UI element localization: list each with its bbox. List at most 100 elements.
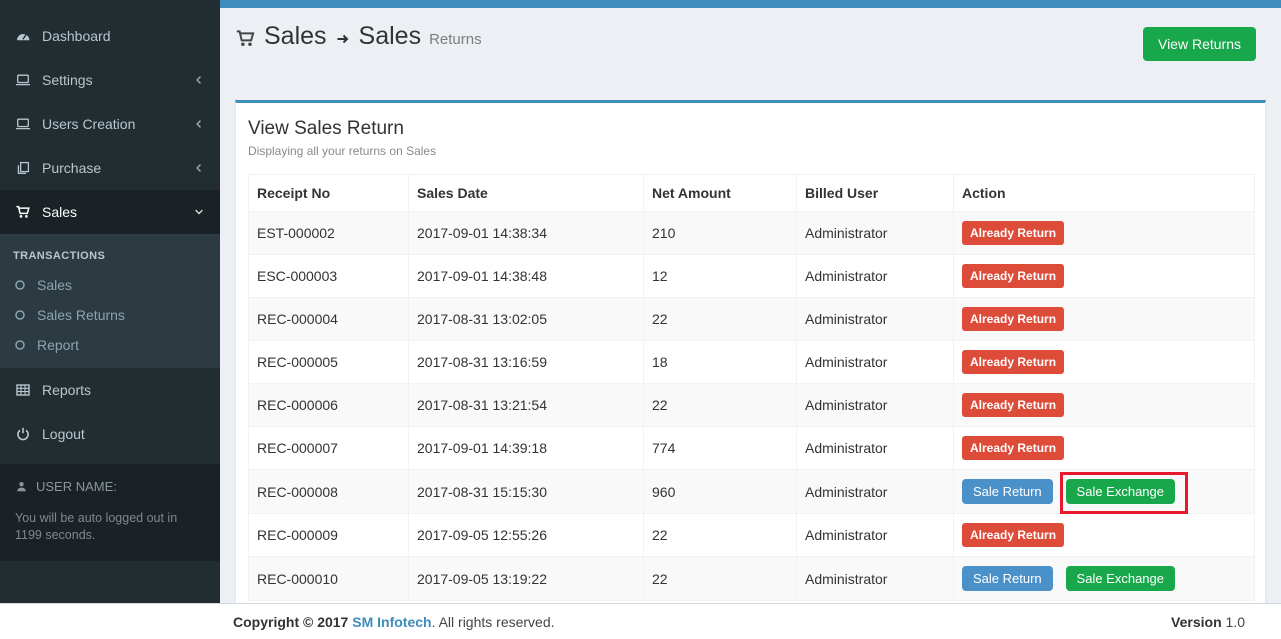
sidebar-item-logout[interactable]: Logout — [0, 412, 220, 456]
already-return-badge: Already Return — [962, 436, 1065, 460]
user-panel: USER NAME: You will be auto logged out i… — [0, 464, 220, 561]
sidebar: Dashboard Settings Users Creation — [0, 0, 220, 603]
submenu-item-sales[interactable]: Sales — [0, 270, 220, 300]
already-return-badge: Already Return — [962, 221, 1065, 245]
amount-cell: 210 — [643, 211, 797, 255]
user-cell: Administrator — [796, 254, 954, 298]
sidebar-item-label: Reports — [42, 382, 92, 398]
sidebar-item-sales[interactable]: Sales — [0, 190, 220, 234]
date-cell: 2017-09-01 14:38:34 — [408, 211, 644, 255]
sidebar-item-settings[interactable]: Settings — [0, 58, 220, 102]
circle-o-icon — [13, 278, 27, 292]
arrow-right-icon — [335, 31, 351, 47]
already-return-badge: Already Return — [962, 523, 1065, 547]
content-header: Sales Sales Returns View Returns — [220, 8, 1281, 92]
table-row: REC-000007 2017-09-01 14:39:18 774 Admin… — [248, 426, 1255, 470]
date-cell: 2017-08-31 13:16:59 — [408, 340, 644, 384]
auto-logout-note: You will be auto logged out in 1199 seco… — [15, 511, 178, 542]
breadcrumb-primary: Sales — [264, 22, 327, 50]
receipt-cell: REC-000009 — [248, 513, 409, 557]
panel-subtitle: Displaying all your returns on Sales — [248, 144, 437, 158]
sidebar-item-label: Sales — [42, 204, 78, 220]
sidebar-item-label: Settings — [42, 72, 93, 88]
table-row: REC-000006 2017-08-31 13:21:54 22 Admini… — [248, 383, 1255, 427]
amount-cell: 960 — [643, 469, 797, 514]
copy-icon — [15, 160, 31, 176]
circle-o-icon — [13, 308, 27, 322]
table-header-row: Receipt No Sales Date Net Amount Billed … — [248, 174, 1255, 212]
sales-submenu: TRANSACTIONS Sales Sales Returns Report — [0, 234, 220, 368]
action-cell: Sale Return Sale Exchange — [953, 469, 1255, 514]
breadcrumb-secondary: Sales — [358, 22, 422, 50]
user-cell: Administrator — [796, 211, 954, 255]
submenu-header: TRANSACTIONS — [13, 250, 106, 262]
date-cell: 2017-09-01 14:39:18 — [408, 426, 644, 470]
date-cell: 2017-09-05 13:19:22 — [408, 556, 644, 601]
chevron-left-icon — [193, 118, 205, 130]
user-icon — [15, 480, 28, 493]
copyright-text: Copyright © 2017 SM Infotech. All rights… — [233, 614, 555, 630]
table-icon — [15, 382, 31, 398]
sidebar-item-dashboard[interactable]: Dashboard — [0, 14, 220, 58]
sidebar-item-label: Dashboard — [42, 28, 111, 44]
amount-cell: 22 — [643, 383, 797, 427]
date-cell: 2017-08-31 13:02:05 — [408, 297, 644, 341]
copyright-suffix: . All rights reserved. — [431, 613, 555, 630]
date-cell: 2017-09-05 12:55:26 — [408, 513, 644, 557]
user-cell: Administrator — [796, 426, 954, 470]
chevron-down-icon — [193, 206, 205, 218]
receipt-cell: EST-000002 — [248, 211, 409, 255]
column-header-billed-user: Billed User — [796, 174, 954, 212]
receipt-cell: REC-000006 — [248, 383, 409, 427]
sidebar-item-label: Users Creation — [42, 116, 136, 132]
sidebar-item-reports[interactable]: Reports — [0, 368, 220, 412]
page-title: Sales Sales Returns — [235, 22, 1256, 51]
company-link[interactable]: SM Infotech — [352, 613, 432, 630]
user-cell: Administrator — [796, 297, 954, 341]
sidebar-item-label: Logout — [42, 426, 85, 442]
user-cell: Administrator — [796, 340, 954, 384]
submenu-item-sales-returns[interactable]: Sales Returns — [0, 300, 220, 330]
panel-title: View Sales Return — [248, 118, 404, 139]
view-returns-button[interactable]: View Returns — [1142, 27, 1256, 61]
action-cell: Already Return — [953, 513, 1255, 557]
action-cell: Already Return — [953, 340, 1255, 384]
sale-return-button[interactable]: Sale Return — [962, 566, 1053, 591]
sidebar-item-users-creation[interactable]: Users Creation — [0, 102, 220, 146]
amount-cell: 22 — [643, 556, 797, 601]
laptop-icon — [15, 72, 31, 88]
user-cell: Administrator — [796, 556, 954, 601]
sales-returns-table: Receipt No Sales Date Net Amount Billed … — [248, 174, 1255, 601]
action-cell: Sale Return Sale Exchange — [953, 556, 1255, 601]
column-header-receipt-no: Receipt No — [248, 174, 409, 212]
receipt-cell: REC-000004 — [248, 297, 409, 341]
user-cell: Administrator — [796, 513, 954, 557]
copyright-prefix: Copyright © 2017 — [233, 613, 349, 630]
sale-exchange-button[interactable]: Sale Exchange — [1065, 566, 1175, 591]
sidebar-item-purchase[interactable]: Purchase — [0, 146, 220, 190]
action-cell: Already Return — [953, 383, 1255, 427]
amount-cell: 18 — [643, 340, 797, 384]
sidebar-item-label: Purchase — [42, 160, 102, 176]
already-return-badge: Already Return — [962, 393, 1065, 417]
page-footer: Copyright © 2017 SM Infotech. All rights… — [0, 603, 1281, 639]
user-name-label: USER NAME: — [36, 479, 117, 494]
amount-cell: 22 — [643, 297, 797, 341]
user-cell: Administrator — [796, 383, 954, 427]
column-header-action: Action — [953, 174, 1255, 212]
circle-o-icon — [13, 338, 27, 352]
sale-return-button[interactable]: Sale Return — [962, 479, 1053, 504]
submenu-item-label: Sales — [37, 277, 73, 293]
table-row: EST-000002 2017-09-01 14:38:34 210 Admin… — [248, 211, 1255, 255]
annotation-wrapper: Sale Exchange — [1059, 472, 1188, 514]
sale-exchange-button[interactable]: Sale Exchange — [1065, 479, 1175, 504]
date-cell: 2017-08-31 13:21:54 — [408, 383, 644, 427]
receipt-cell: REC-000005 — [248, 340, 409, 384]
action-cell: Already Return — [953, 211, 1255, 255]
power-icon — [15, 426, 31, 442]
chevron-left-icon — [193, 74, 205, 86]
amount-cell: 774 — [643, 426, 797, 470]
submenu-item-report[interactable]: Report — [0, 330, 220, 360]
already-return-badge: Already Return — [962, 307, 1065, 331]
receipt-cell: REC-000007 — [248, 426, 409, 470]
